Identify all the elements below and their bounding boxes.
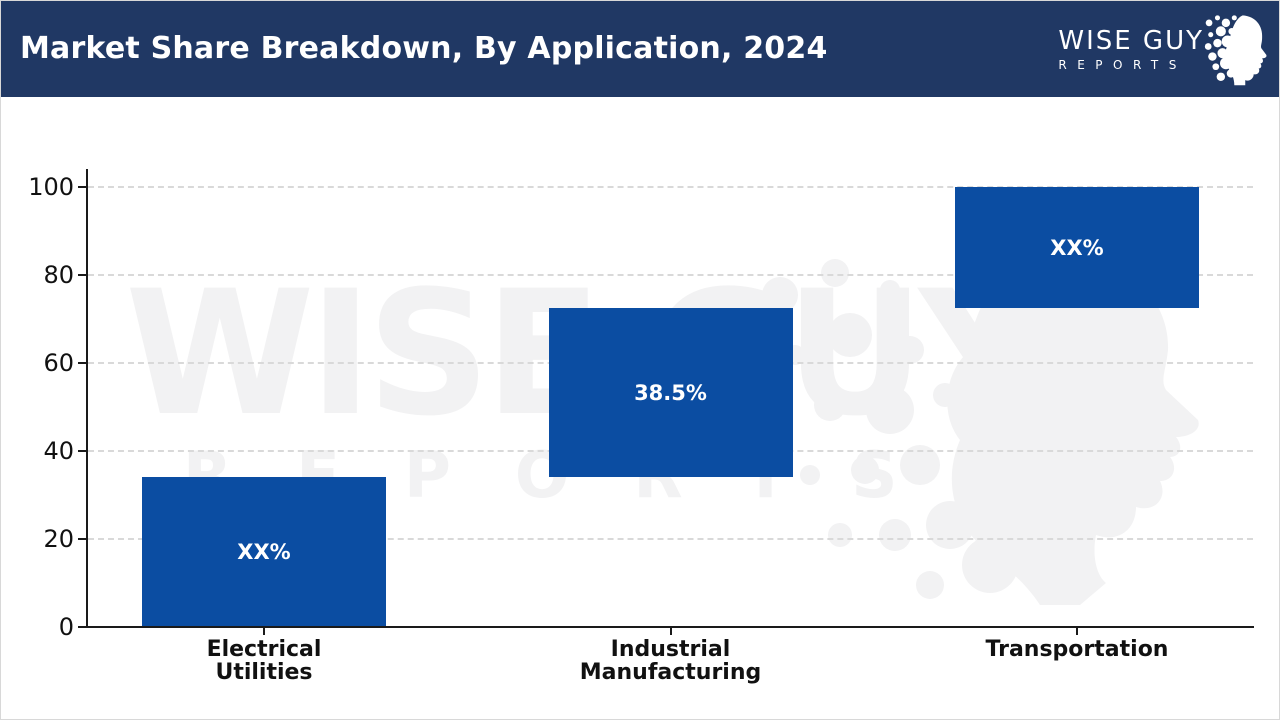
y-tick-label-20: 20 [43, 525, 74, 553]
y-tick-mark-60 [78, 362, 86, 364]
x-tick-mark-electrical-utilities [263, 628, 265, 635]
y-tick-label-40: 40 [43, 437, 74, 465]
bar-value-label-industrial-manufacturing: 38.5% [634, 380, 707, 405]
bar-segment-industrial-manufacturing: 38.5% [548, 308, 793, 477]
bar-value-label-electrical-utilities: XX% [237, 540, 291, 564]
x-axis-spine [86, 626, 1254, 628]
brand-head-icon [1204, 15, 1267, 86]
y-tick-label-80: 80 [43, 261, 74, 289]
page-title: Market Share Breakdown, By Application, … [20, 31, 828, 66]
bar-segment-transportation: XX% [955, 187, 1199, 308]
bar-value-label-transportation: XX% [1050, 235, 1104, 260]
x-category-label-electrical-utilities: Electrical Utilities [206, 637, 322, 685]
brand-reports-label: REPORTS [1058, 58, 1187, 72]
x-tick-mark-industrial-manufacturing [669, 628, 672, 635]
y-tick-mark-20 [78, 538, 86, 540]
brand-wordmark: WISE GUY [1058, 26, 1204, 56]
y-tick-mark-100 [78, 186, 86, 188]
y-tick-label-100: 100 [28, 173, 74, 201]
header-bar: Market Share Breakdown, By Application, … [0, 0, 1280, 97]
gridline-20 [88, 538, 1253, 540]
y-tick-mark-40 [78, 450, 86, 452]
y-axis-spine [86, 169, 88, 628]
gridline-100 [88, 186, 1253, 188]
x-category-label-industrial-manufacturing: Industrial Manufacturing [579, 637, 762, 685]
x-tick-mark-transportation [1076, 628, 1078, 635]
y-tick-mark-80 [78, 274, 86, 276]
x-category-label-transportation: Transportation [985, 637, 1169, 662]
brand-wordmark-block: WISE GUY REPORTS [1058, 26, 1204, 72]
gridline-80 [88, 274, 1253, 276]
y-tick-mark-0 [78, 626, 86, 628]
y-tick-label-0: 0 [58, 613, 74, 641]
brand-logo: WISE GUY REPORTS [1058, 8, 1268, 90]
bar-segment-electrical-utilities: XX% [142, 477, 386, 627]
y-tick-label-60: 60 [43, 349, 74, 377]
